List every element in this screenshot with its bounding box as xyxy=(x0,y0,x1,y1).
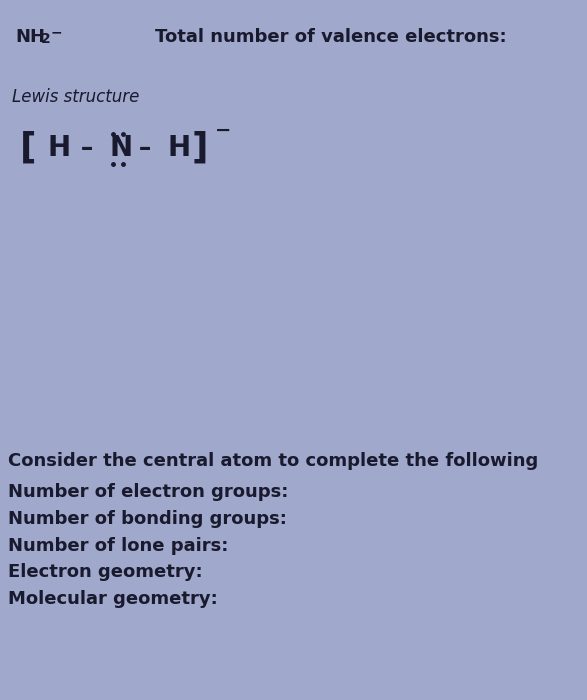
Text: –: – xyxy=(72,136,102,160)
Text: ]: ] xyxy=(192,131,208,165)
Text: N: N xyxy=(110,134,133,162)
Text: H: H xyxy=(168,134,191,162)
Text: Number of electron groups:: Number of electron groups: xyxy=(8,483,288,501)
Text: NH: NH xyxy=(15,28,45,46)
Text: H: H xyxy=(48,134,71,162)
Text: Electron geometry:: Electron geometry: xyxy=(8,563,203,581)
Text: −: − xyxy=(51,25,63,39)
Text: Consider the central atom to complete the following: Consider the central atom to complete th… xyxy=(8,452,538,470)
Text: [: [ xyxy=(20,131,36,165)
Text: −: − xyxy=(215,120,231,139)
Text: Molecular geometry:: Molecular geometry: xyxy=(8,590,218,608)
Text: Number of lone pairs:: Number of lone pairs: xyxy=(8,537,228,555)
Text: Number of bonding groups:: Number of bonding groups: xyxy=(8,510,287,528)
Text: Total number of valence electrons:: Total number of valence electrons: xyxy=(155,28,507,46)
Text: Lewis structure: Lewis structure xyxy=(12,88,139,106)
Text: –: – xyxy=(130,136,160,160)
Text: 2: 2 xyxy=(41,32,50,46)
